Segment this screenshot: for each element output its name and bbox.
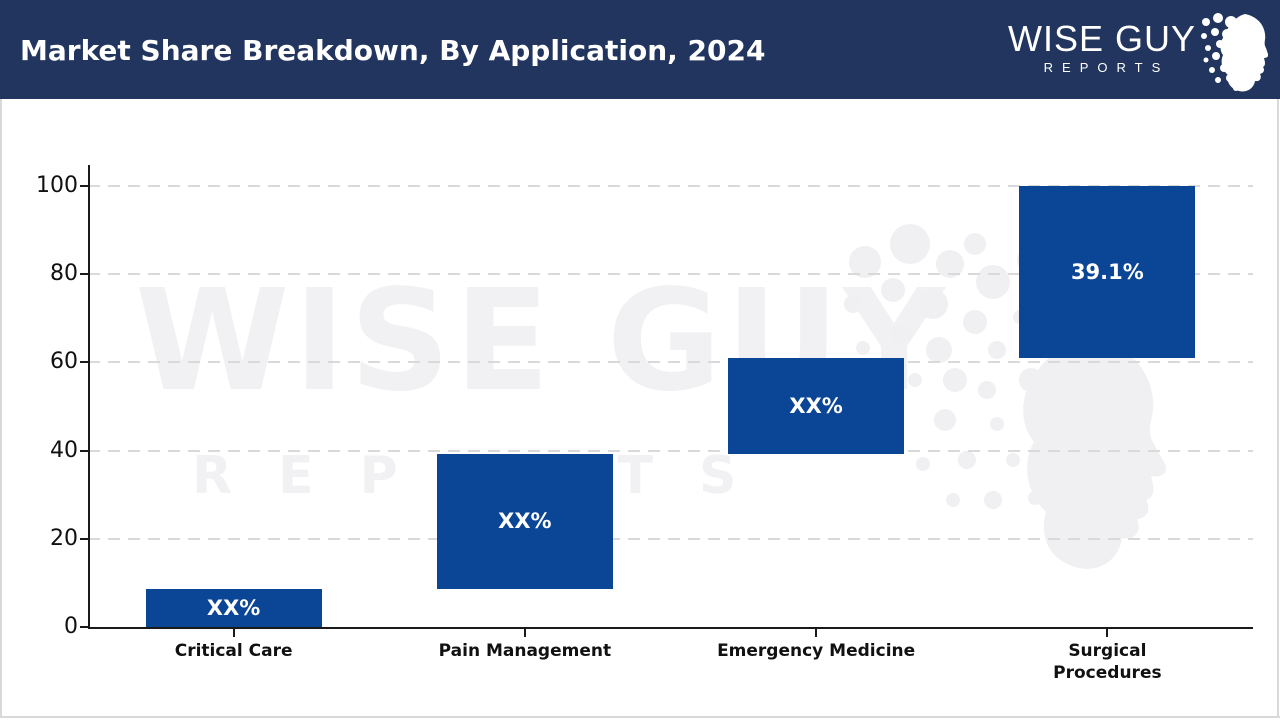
x-tick-mark bbox=[232, 629, 235, 637]
y-tick-label: 60 bbox=[50, 349, 78, 375]
x-tick-mark bbox=[1106, 629, 1109, 637]
y-tick-label: 80 bbox=[50, 261, 78, 287]
page-title: Market Share Breakdown, By Application, … bbox=[20, 34, 766, 67]
bar-value-label: XX% bbox=[206, 595, 261, 620]
frame-border-left bbox=[0, 99, 2, 718]
bar-surgical-procedures: 39.1% bbox=[1019, 185, 1196, 358]
gridline-100 bbox=[88, 185, 1253, 187]
watermark-face-icon bbox=[844, 224, 1167, 569]
bar-pain-management: XX% bbox=[436, 453, 613, 589]
frame-border-bottom bbox=[0, 716, 1280, 718]
bar-value-label: XX% bbox=[498, 509, 552, 534]
wiseguy-logo: WISE GUY REPORTS bbox=[1008, 4, 1268, 96]
y-tick-mark bbox=[80, 626, 88, 628]
x-category-label-pain-management: Pain Management bbox=[438, 641, 612, 661]
y-tick-label: 40 bbox=[50, 437, 78, 463]
header-bar: Market Share Breakdown, By Application, … bbox=[0, 0, 1280, 99]
bar-emergency-medicine: XX% bbox=[728, 357, 905, 454]
gridline-60 bbox=[88, 361, 1253, 364]
bar-value-label: 39.1% bbox=[1070, 259, 1144, 284]
x-category-label-critical-care: Critical Care bbox=[174, 641, 293, 661]
frame-border-right bbox=[1277, 99, 1279, 718]
logo-reports-text: REPORTS bbox=[1043, 60, 1170, 75]
y-tick-mark bbox=[80, 273, 88, 276]
x-category-label-surgical-procedures: Surgical Procedures bbox=[1053, 641, 1162, 683]
y-tick-label: 0 bbox=[64, 614, 78, 639]
y-tick-label: 100 bbox=[36, 173, 78, 198]
logo-wiseguy-text: WISE GUY bbox=[1007, 18, 1196, 59]
gridline-40 bbox=[88, 449, 1253, 452]
x-tick-mark bbox=[815, 629, 818, 637]
x-category-label-emergency-medicine: Emergency Medicine bbox=[717, 641, 916, 661]
x-axis-spine bbox=[88, 627, 1253, 629]
y-tick-label: 20 bbox=[50, 525, 78, 551]
y-axis-spine bbox=[88, 165, 90, 629]
y-tick-mark bbox=[80, 449, 88, 452]
y-tick-mark bbox=[80, 185, 88, 187]
gridline-80 bbox=[88, 273, 1253, 276]
x-tick-mark bbox=[523, 629, 526, 637]
y-tick-mark bbox=[80, 537, 88, 540]
y-tick-mark bbox=[80, 361, 88, 364]
logo-text: WISE GUY REPORTS bbox=[1007, 18, 1196, 76]
face-dots-logo-icon bbox=[1201, 13, 1268, 92]
gridline-20 bbox=[88, 537, 1253, 540]
bar-value-label: XX% bbox=[789, 393, 843, 418]
bar-critical-care: XX% bbox=[145, 588, 322, 627]
